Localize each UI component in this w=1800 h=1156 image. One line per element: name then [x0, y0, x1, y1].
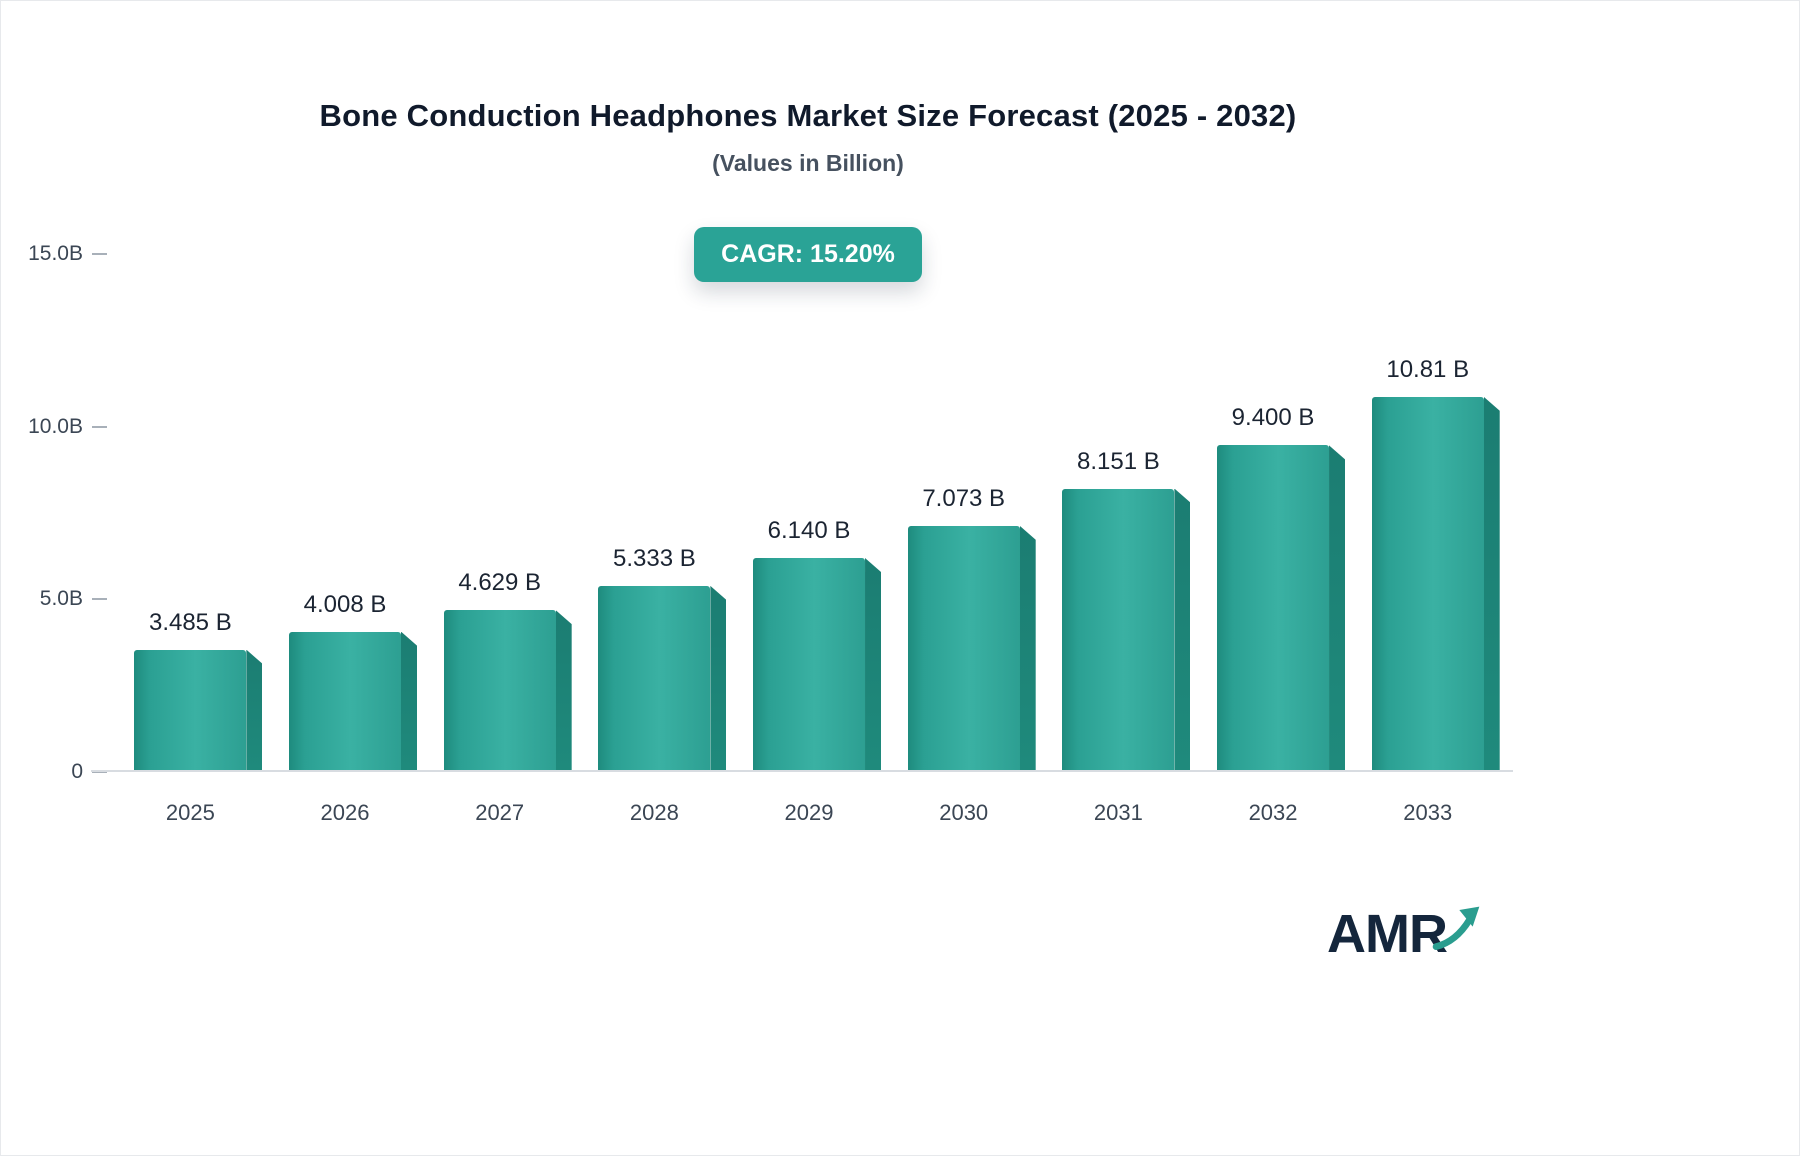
- bar: [753, 557, 866, 770]
- bar: [598, 585, 711, 770]
- y-tick-dash: [92, 771, 107, 773]
- bar-slot: 7.073 B 2030: [886, 254, 1041, 825]
- x-axis-label: 2033: [1403, 800, 1453, 825]
- brand-logo-text: AMR: [1327, 904, 1448, 964]
- bar: [1371, 396, 1484, 770]
- bar-slot: 8.151 B 2031: [1041, 254, 1196, 825]
- bar: [134, 649, 247, 770]
- chart-header: Bone Conduction Headphones Market Size F…: [1, 1, 1615, 282]
- bar-value-label: 3.485 B: [148, 608, 232, 636]
- bar-value-label: 4.629 B: [458, 569, 542, 597]
- y-tick: 10.0B: [1, 413, 107, 441]
- x-axis-label: 2032: [1248, 800, 1298, 825]
- bar-value-label: 9.400 B: [1231, 404, 1315, 432]
- bar-value-label: 8.151 B: [1077, 447, 1160, 475]
- plot-area: 3.485 B 2025 4.008 B 2026 4.629 B 2027 5.333 B…: [91, 254, 1513, 825]
- bar-value-label: 4.008 B: [303, 590, 387, 618]
- y-axis: 15.0B 10.0B 5.0B 0: [1, 242, 107, 783]
- bar-value-label: 5.333 B: [612, 544, 696, 572]
- x-axis-label: 2029: [784, 800, 834, 825]
- x-axis-label: 2028: [629, 800, 679, 825]
- bar-slot: 3.485 B 2025: [113, 254, 268, 825]
- bar-slot: 9.400 B 2032: [1196, 254, 1351, 825]
- bar-value-label: 10.81 B: [1386, 355, 1470, 383]
- y-tick: 15.0B: [1, 240, 107, 268]
- y-tick-label: 5.0B: [39, 587, 83, 611]
- bar-slot: 5.333 B 2028: [577, 254, 732, 825]
- bar-slot: 6.140 B 2029: [732, 254, 887, 825]
- bar: [1062, 488, 1175, 770]
- y-tick: 0: [1, 758, 107, 786]
- chart-title: Bone Conduction Headphones Market Size F…: [319, 98, 1297, 133]
- x-axis-label: 2030: [939, 800, 989, 825]
- y-tick: 5.0B: [1, 585, 107, 613]
- bars: 3.485 B 2025 4.008 B 2026 4.629 B 2027 5.333 B…: [113, 254, 1505, 825]
- bar-slot: 10.81 B 2033: [1350, 254, 1505, 825]
- y-tick-label: 0: [71, 760, 83, 783]
- bar-slot: 4.008 B 2026: [268, 254, 423, 825]
- x-axis-label: 2031: [1093, 800, 1143, 825]
- bar: [289, 631, 401, 770]
- y-tick-dash: [92, 425, 107, 428]
- y-tick-dash: [92, 253, 107, 255]
- chart-subtitle: (Values in Billion): [712, 150, 904, 176]
- bar-value-label: 6.140 B: [767, 516, 851, 544]
- y-tick-label: 15.0B: [28, 242, 83, 265]
- bar: [443, 610, 556, 770]
- x-axis-label: 2027: [475, 800, 525, 825]
- x-axis-label: 2025: [165, 800, 215, 825]
- y-tick-label: 10.0B: [28, 414, 83, 438]
- bar-slot: 4.629 B 2027: [422, 254, 577, 825]
- bar: [1217, 445, 1330, 770]
- cagr-badge: CAGR: 15.20%: [694, 227, 922, 282]
- growth-arrow-icon: [1432, 906, 1480, 950]
- bar: [907, 525, 1020, 770]
- y-tick-dash: [92, 598, 107, 601]
- brand-logo: AMR: [1327, 903, 1481, 965]
- x-axis-label: 2026: [320, 800, 370, 825]
- bar-value-label: 7.073 B: [922, 484, 1006, 512]
